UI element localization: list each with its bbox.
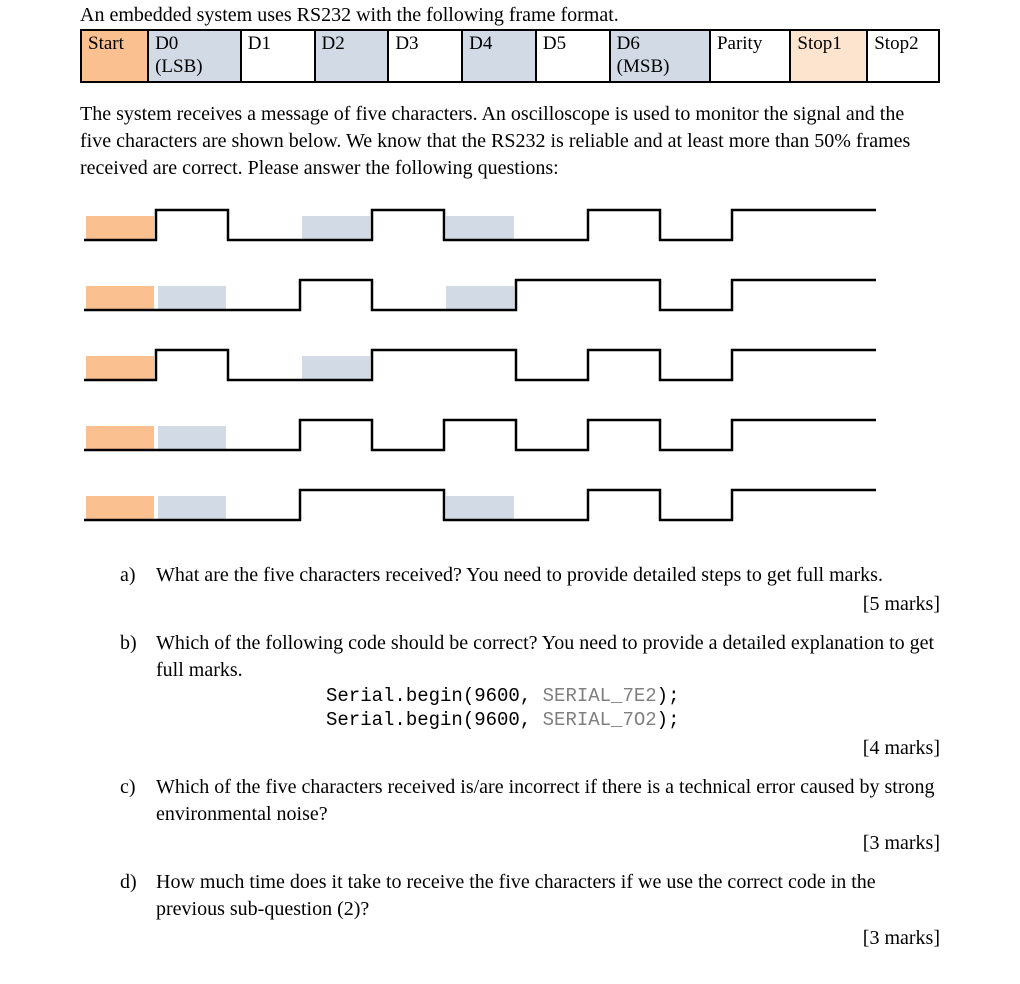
frame-cell-d3: D3	[388, 30, 462, 82]
question-c: c) Which of the five characters received …	[120, 774, 940, 857]
question-marks: [4 marks]	[156, 735, 940, 762]
frame-cell-stop1: Stop1	[790, 30, 867, 82]
questions-list: a) What are the five characters received?…	[120, 562, 940, 952]
question-label: c)	[120, 774, 136, 801]
waveform-5	[80, 486, 950, 532]
code-line: Serial.begin(9600, SERIAL_7E2);	[326, 684, 940, 709]
waveform-diagrams	[80, 206, 940, 532]
frame-cell-d6: D6(MSB)	[610, 30, 710, 82]
frame-cell-d0: D0(LSB)	[148, 30, 241, 82]
waveform-4	[80, 416, 950, 462]
frame-cell-start: Start	[81, 30, 148, 82]
frame-cell-d2: D2	[315, 30, 389, 82]
question-label: d)	[120, 869, 137, 896]
frame-format-table: StartD0(LSB)D1D2D3D4D5D6(MSB)ParityStop1…	[80, 29, 940, 83]
description-paragraph: The system receives a message of five ch…	[80, 101, 940, 182]
frame-cell-d5: D5	[536, 30, 610, 82]
question-d: d) How much time does it take to receive …	[120, 869, 940, 952]
frame-cell-stop2: Stop2	[867, 30, 939, 82]
intro-text: An embedded system uses RS232 with the f…	[80, 4, 940, 27]
question-marks: [5 marks]	[156, 591, 940, 618]
question-b: b) Which of the following code should be …	[120, 630, 940, 762]
question-text: Which of the following code should be co…	[156, 632, 934, 681]
question-label: a)	[120, 562, 136, 589]
question-text: Which of the five characters received is…	[156, 776, 935, 825]
question-label: b)	[120, 630, 137, 657]
code-line: Serial.begin(9600, SERIAL_7O2);	[326, 708, 940, 733]
waveform-1	[80, 206, 950, 252]
question-marks: [3 marks]	[156, 925, 940, 952]
frame-cell-d1: D1	[241, 30, 315, 82]
question-text: How much time does it take to receive th…	[156, 871, 876, 920]
frame-cell-parity: Parity	[710, 30, 790, 82]
waveform-2	[80, 276, 950, 322]
question-text: What are the five characters received? Y…	[156, 564, 883, 586]
question-marks: [3 marks]	[156, 830, 940, 857]
page: An embedded system uses RS232 with the f…	[0, 4, 1020, 984]
question-a: a) What are the five characters received?…	[120, 562, 940, 618]
frame-cell-d4: D4	[462, 30, 536, 82]
waveform-3	[80, 346, 950, 392]
